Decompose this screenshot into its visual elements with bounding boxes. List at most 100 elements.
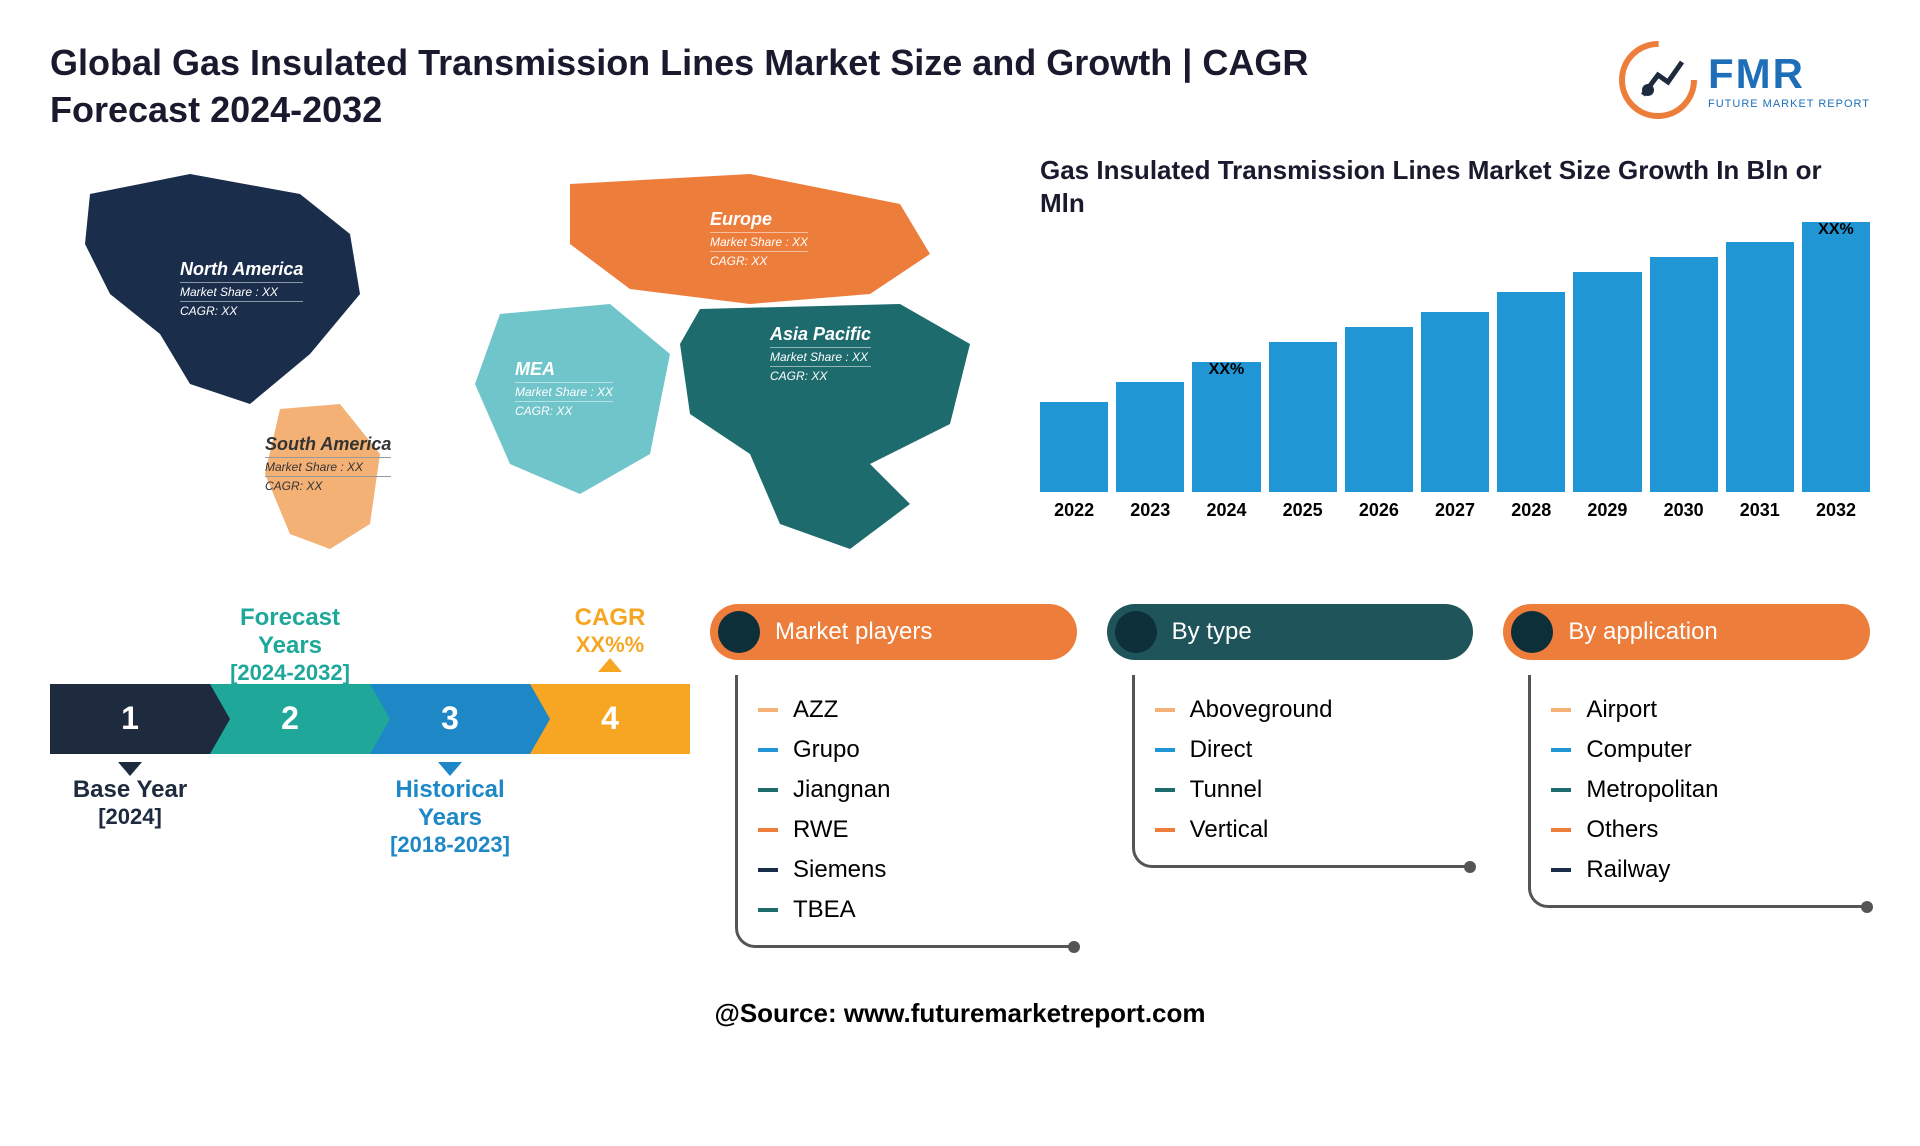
bar (1497, 292, 1565, 492)
region-ap: Asia Pacific Market Share : XX CAGR: XX (770, 324, 871, 383)
bar-label: 2027 (1435, 500, 1475, 521)
logo-sub-text: FUTURE MARKET REPORT (1708, 98, 1870, 110)
bar-2022: 2022 (1040, 402, 1108, 521)
bar-annotation: XX% (1818, 221, 1854, 239)
region-mea: MEA Market Share : XX CAGR: XX (515, 359, 613, 418)
tick-icon (1551, 788, 1571, 792)
world-map: North America Market Share : XX CAGR: XX… (50, 154, 1010, 554)
timeline-top-labels: Forecast Years[2024-2032] CAGRXX%% (50, 604, 690, 684)
tick-icon (758, 708, 778, 712)
timeline-seg-2: 2 (210, 684, 370, 754)
item-text: RWE (793, 816, 849, 844)
item-text: AZZ (793, 696, 838, 724)
bar (1040, 402, 1108, 492)
list-item: TBEA (758, 890, 1077, 930)
bar-2025: 2025 (1269, 342, 1337, 521)
bar (1573, 272, 1641, 492)
pill-header: By application (1503, 604, 1870, 660)
bar (1116, 382, 1184, 492)
bar-label: 2031 (1740, 500, 1780, 521)
bar (1650, 257, 1718, 492)
timeline-top-1: Forecast Years[2024-2032] (210, 604, 370, 684)
bar-2030: 2030 (1650, 257, 1718, 521)
item-text: Direct (1190, 736, 1253, 764)
tick-icon (758, 868, 778, 872)
region-sa: South America Market Share : XX CAGR: XX (265, 434, 391, 493)
tick-icon (1551, 748, 1571, 752)
bar-2024: XX% 2024 (1192, 362, 1260, 521)
pill-header: Market players (710, 604, 1077, 660)
bar (1802, 222, 1870, 492)
bar-2032: XX%2032 (1802, 222, 1870, 521)
bar-2026: 2026 (1345, 327, 1413, 521)
bar-label: 2026 (1359, 500, 1399, 521)
pill-col-by-type: By typeAbovegroundDirectTunnelVertical (1107, 604, 1474, 948)
source-text: @Source: www.futuremarketreport.com (50, 998, 1870, 1029)
timeline-bot-1 (210, 758, 370, 858)
tick-icon (1551, 868, 1571, 872)
item-text: Tunnel (1190, 776, 1263, 804)
pill-label: Market players (775, 618, 932, 646)
tick-icon (1155, 748, 1175, 752)
page-title: Global Gas Insulated Transmission Lines … (50, 40, 1350, 134)
bar (1269, 342, 1337, 492)
item-text: TBEA (793, 896, 856, 924)
content-row: North America Market Share : XX CAGR: XX… (50, 154, 1870, 554)
item-text: Metropolitan (1586, 776, 1718, 804)
timeline: Forecast Years[2024-2032]CAGRXX%% 1234 B… (50, 604, 690, 948)
list-item: Tunnel (1155, 770, 1474, 810)
list-item: Vertical (1155, 810, 1474, 850)
timeline-top-2 (370, 604, 530, 684)
bar-label: 2025 (1283, 500, 1323, 521)
tick-icon (758, 828, 778, 832)
pill-list: AbovegroundDirectTunnelVertical (1132, 675, 1474, 868)
logo: FMR FUTURE MARKET REPORT (1618, 40, 1870, 120)
list-item: Airport (1551, 690, 1870, 730)
timeline-seg-1: 1 (50, 684, 210, 754)
timeline-bot-3 (530, 758, 690, 858)
item-text: Jiangnan (793, 776, 890, 804)
timeline-bot-2: Historical Years[2018-2023] (370, 758, 530, 858)
chart-title: Gas Insulated Transmission Lines Market … (1040, 154, 1870, 222)
list-item: Direct (1155, 730, 1474, 770)
pill-dot-icon (1511, 611, 1553, 653)
pill-label: By application (1568, 618, 1717, 646)
region-eu: Europe Market Share : XX CAGR: XX (710, 209, 808, 268)
region-na: North America Market Share : XX CAGR: XX (180, 259, 303, 318)
pill-dot-icon (1115, 611, 1157, 653)
bar-2029: 2029 (1573, 272, 1641, 521)
tick-icon (758, 748, 778, 752)
item-text: Computer (1586, 736, 1691, 764)
tick-icon (1155, 788, 1175, 792)
tick-icon (1155, 708, 1175, 712)
bar-label: 2028 (1511, 500, 1551, 521)
tick-icon (1551, 708, 1571, 712)
item-text: Airport (1586, 696, 1657, 724)
timeline-seg-3: 3 (370, 684, 530, 754)
list-item: Railway (1551, 850, 1870, 890)
bar-2028: 2028 (1497, 292, 1565, 521)
bar-label: 2024 (1206, 500, 1246, 521)
list-item: Others (1551, 810, 1870, 850)
bar-annotation: XX% (1209, 361, 1245, 379)
bar-chart: Gas Insulated Transmission Lines Market … (1040, 154, 1870, 554)
timeline-bar: 1234 (50, 684, 690, 754)
item-text: Railway (1586, 856, 1670, 884)
list-item: Siemens (758, 850, 1077, 890)
list-item: Grupo (758, 730, 1077, 770)
bar (1192, 362, 1260, 492)
pill-dot-icon (718, 611, 760, 653)
bar (1345, 327, 1413, 492)
timeline-top-3: CAGRXX%% (530, 604, 690, 684)
timeline-top-0 (50, 604, 210, 684)
bar-2027: 2027 (1421, 312, 1489, 521)
list-item: Jiangnan (758, 770, 1077, 810)
item-text: Others (1586, 816, 1658, 844)
bar-label: 2022 (1054, 500, 1094, 521)
bar-2023: 2023 (1116, 382, 1184, 521)
list-item: RWE (758, 810, 1077, 850)
timeline-seg-4: 4 (530, 684, 690, 754)
bar-label: 2023 (1130, 500, 1170, 521)
bar (1726, 242, 1794, 492)
item-text: Siemens (793, 856, 886, 884)
